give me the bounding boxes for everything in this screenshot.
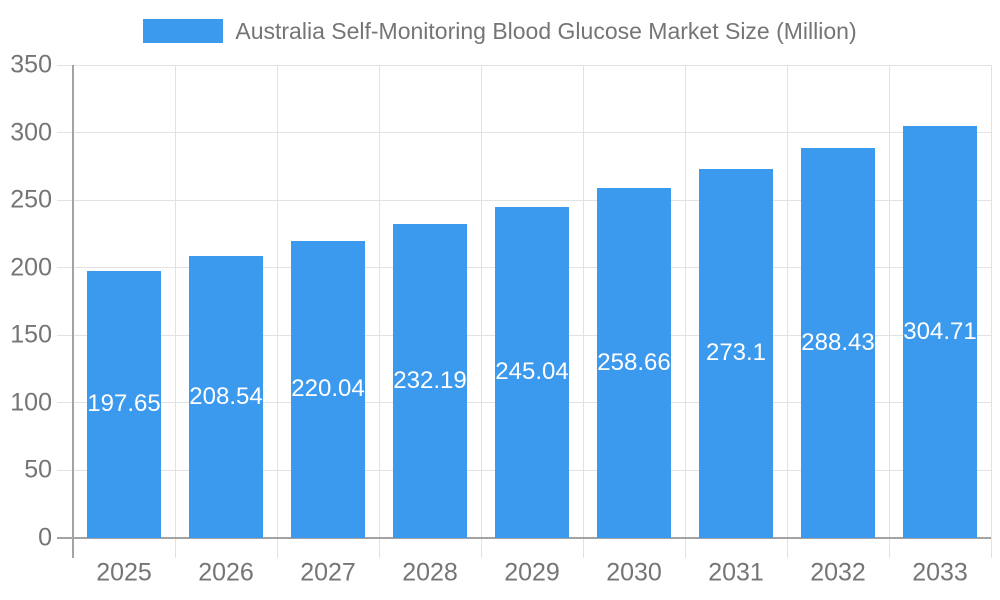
chart-title: Australia Self-Monitoring Blood Glucose … [235,18,857,44]
chart-legend: Australia Self-Monitoring Blood Glucose … [0,19,1000,43]
bar-value-label: 232.19 [393,367,467,395]
plot-area: 0 50 100 150 200 250 300 350 197.65 2025 208.54 202… [10,51,992,587]
gridline-vertical [990,65,992,558]
x-tick-label: 2025 [96,558,152,587]
gridline-vertical [378,65,380,558]
y-tick-label: 300 [10,118,52,147]
bar-2025[interactable] [87,270,161,538]
bar-value-label: 208.54 [189,383,263,411]
bar-2027[interactable] [291,240,365,538]
gridline-vertical [480,65,482,558]
bar-2033[interactable] [903,126,977,538]
y-tick-label: 350 [10,50,52,79]
gridline-vertical [684,65,686,558]
x-tick-label: 2026 [198,558,254,587]
gridline-vertical [582,65,584,558]
gridline-horizontal [57,64,991,66]
bar-value-label: 197.65 [87,390,161,418]
bar-value-label: 258.66 [597,349,671,377]
y-tick-label: 50 [24,455,52,484]
bar-value-label: 220.04 [291,375,365,403]
gridline-vertical [276,65,278,558]
x-tick-label: 2032 [810,558,866,587]
gridline-horizontal [57,199,991,201]
bar-value-label: 273.1 [705,339,767,367]
x-tick-label: 2030 [606,558,662,587]
gridline-vertical [888,65,890,558]
x-tick-label: 2027 [300,558,356,587]
bar-2031[interactable] [699,168,773,538]
bar-2026[interactable] [189,256,263,538]
bar-value-label: 288.43 [801,329,875,357]
gridline-horizontal [57,132,991,134]
y-tick-label: 0 [38,523,52,552]
x-tick-label: 2029 [504,558,560,587]
bar-2030[interactable] [597,188,671,538]
bar-2028[interactable] [393,224,467,538]
bar-value-label: 304.71 [903,318,977,346]
gridline-vertical [786,65,788,558]
y-tick-label: 150 [10,320,52,349]
bar-2029[interactable] [495,206,569,538]
gridline-vertical [174,65,176,558]
y-tick-label: 100 [10,388,52,417]
x-tick-label: 2031 [708,558,764,587]
x-tick-label: 2033 [912,558,968,587]
y-tick-label: 250 [10,185,52,214]
y-axis-line [72,65,74,558]
x-tick-label: 2028 [402,558,458,587]
legend-swatch-icon [143,19,224,43]
legend-item[interactable]: Australia Self-Monitoring Blood Glucose … [143,18,857,44]
bar-value-label: 245.04 [495,358,569,386]
y-tick-label: 200 [10,253,52,282]
x-axis-baseline [57,537,991,539]
bar-2032[interactable] [801,148,875,538]
